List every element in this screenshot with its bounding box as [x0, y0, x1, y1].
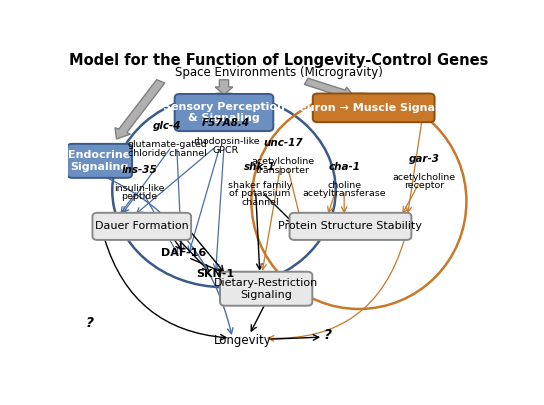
FancyBboxPatch shape — [92, 213, 191, 240]
Text: unc-17: unc-17 — [263, 139, 303, 148]
Text: gar-3: gar-3 — [409, 154, 440, 164]
Text: rhodopsin-like: rhodopsin-like — [193, 137, 259, 146]
Text: GPCR: GPCR — [213, 145, 239, 155]
FancyArrow shape — [304, 78, 355, 99]
Text: glutamate-gated: glutamate-gated — [127, 140, 207, 149]
Text: Protein Structure Stability: Protein Structure Stability — [279, 222, 423, 231]
Text: acetylcholine: acetylcholine — [393, 173, 456, 182]
Text: channel: channel — [241, 198, 279, 207]
Text: cha-1: cha-1 — [328, 162, 360, 172]
Text: transporter: transporter — [256, 166, 310, 175]
Text: Model for the Function of Longevity-Control Genes: Model for the Function of Longevity-Cont… — [69, 53, 489, 68]
FancyBboxPatch shape — [175, 94, 273, 131]
FancyBboxPatch shape — [67, 144, 132, 178]
Text: acetyltransferase: acetyltransferase — [302, 189, 386, 198]
Text: F57A8.4: F57A8.4 — [202, 118, 250, 128]
FancyBboxPatch shape — [313, 94, 435, 122]
Text: choline: choline — [327, 181, 361, 190]
Text: Longevity: Longevity — [214, 334, 272, 347]
Text: Endocrine
Signaling: Endocrine Signaling — [69, 150, 131, 172]
Text: peptide: peptide — [122, 192, 158, 201]
Text: ins-35: ins-35 — [122, 165, 158, 175]
Text: SKN-1: SKN-1 — [196, 269, 234, 279]
Text: receptor: receptor — [404, 181, 444, 190]
Text: acetylcholine: acetylcholine — [251, 157, 314, 166]
Text: shaker family: shaker family — [228, 181, 292, 190]
Text: Dietary-Restriction
Signaling: Dietary-Restriction Signaling — [214, 278, 318, 300]
Text: chloride channel: chloride channel — [128, 149, 207, 158]
FancyArrow shape — [215, 80, 233, 95]
FancyArrow shape — [115, 80, 165, 139]
Text: insulin-like: insulin-like — [114, 183, 165, 193]
Text: Neuron → Muscle Signaling: Neuron → Muscle Signaling — [289, 103, 458, 113]
Text: glc-4: glc-4 — [153, 121, 181, 131]
Text: shk-1: shk-1 — [244, 162, 276, 172]
Text: Sensory Perception
& Signaling: Sensory Perception & Signaling — [163, 102, 285, 124]
Text: Space Environments (Microgravity): Space Environments (Microgravity) — [175, 66, 383, 79]
Text: Dauer Formation: Dauer Formation — [95, 222, 189, 231]
Text: ?: ? — [323, 328, 331, 342]
FancyBboxPatch shape — [220, 272, 312, 306]
Text: ?: ? — [86, 316, 94, 330]
Text: DAF-16: DAF-16 — [162, 248, 207, 258]
FancyBboxPatch shape — [289, 213, 411, 240]
Text: of potassium: of potassium — [229, 189, 290, 198]
